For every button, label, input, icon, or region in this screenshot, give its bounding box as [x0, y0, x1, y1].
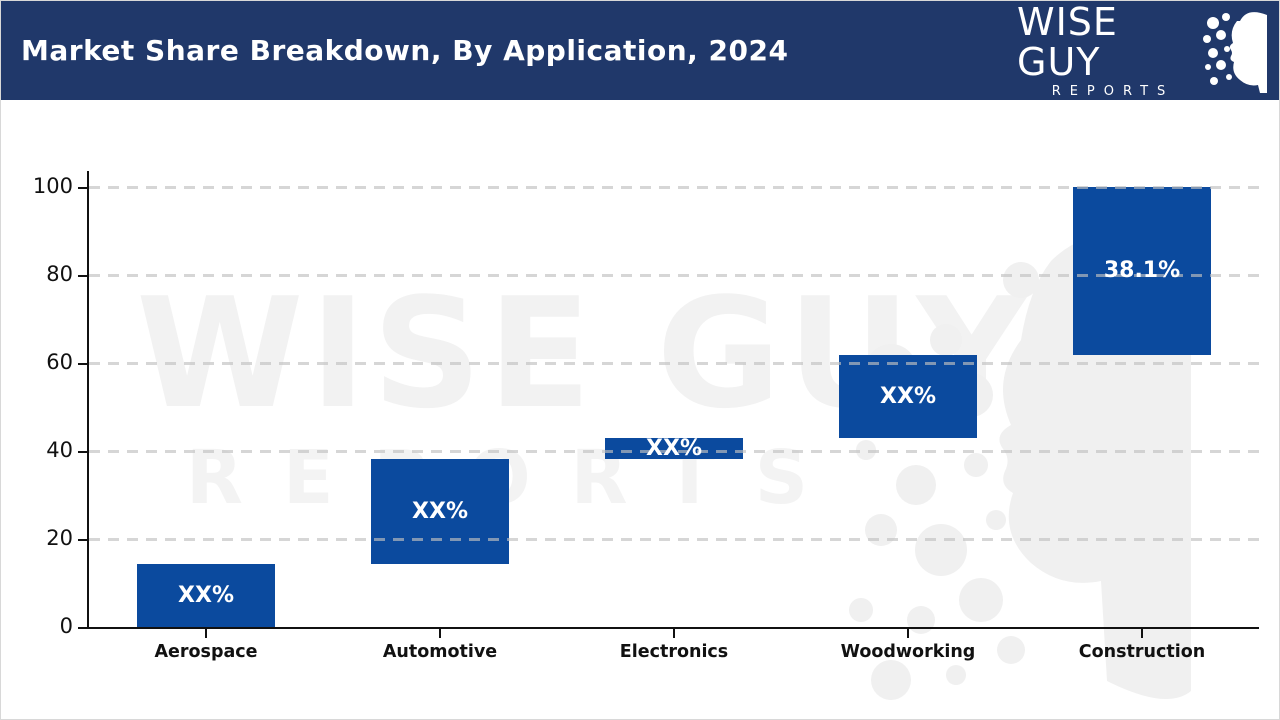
- bar-label-automotive: XX%: [412, 499, 468, 524]
- logo-face-icon: [1203, 12, 1267, 93]
- x-tick-woodworking: [907, 629, 909, 638]
- y-axis: [87, 171, 89, 629]
- gridline-60: [89, 362, 1259, 365]
- x-tick-electronics: [673, 629, 675, 638]
- y-tick-label-80: 80: [46, 262, 73, 286]
- logo-wordmark: WISE GUY: [1017, 0, 1118, 84]
- bar-electronics: [605, 438, 743, 460]
- gridline-20: [89, 538, 1259, 541]
- y-tick-20: [78, 539, 87, 541]
- page-title: Market Share Breakdown, By Application, …: [21, 34, 789, 67]
- y-tick-label-60: 60: [46, 350, 73, 374]
- bar-label-woodworking: XX%: [880, 383, 936, 409]
- gridline-40: [89, 450, 1259, 453]
- bar-aerospace: [137, 563, 275, 627]
- bar-automotive: [371, 459, 509, 564]
- y-tick-label-40: 40: [46, 438, 73, 462]
- y-tick-100: [78, 187, 87, 189]
- wise-guy-reports-logo: WISE GUY REPORTS: [1017, 2, 1267, 99]
- x-tick-aerospace: [205, 629, 207, 638]
- x-tick-construction: [1141, 629, 1143, 638]
- bar-label-aerospace: XX%: [178, 582, 234, 608]
- x-tick-label-construction: Construction: [1078, 642, 1206, 662]
- y-tick-label-100: 100: [32, 174, 73, 198]
- y-tick-0: [78, 627, 87, 629]
- y-tick-80: [78, 275, 87, 277]
- header-bar: Market Share Breakdown, By Application, …: [1, 1, 1279, 100]
- x-tick-label-automotive: Automotive: [382, 642, 498, 662]
- x-tick-label-aerospace: Aerospace: [154, 642, 258, 662]
- x-tick-automotive: [439, 629, 441, 638]
- bar-label-construction: 38.1%: [1103, 258, 1181, 284]
- x-tick-label-electronics: Electronics: [619, 642, 729, 662]
- y-tick-60: [78, 363, 87, 365]
- x-tick-label-woodworking: Woodworking: [840, 642, 976, 662]
- y-tick-40: [78, 451, 87, 453]
- logo-subtitle: REPORTS: [1051, 84, 1175, 100]
- y-tick-label-0: 0: [59, 614, 73, 638]
- gridline-100: [89, 186, 1259, 189]
- gridline-80: [89, 274, 1259, 277]
- y-tick-label-20: 20: [46, 526, 73, 550]
- x-axis: [87, 627, 1259, 629]
- bar-label-electronics: XX%: [646, 436, 702, 462]
